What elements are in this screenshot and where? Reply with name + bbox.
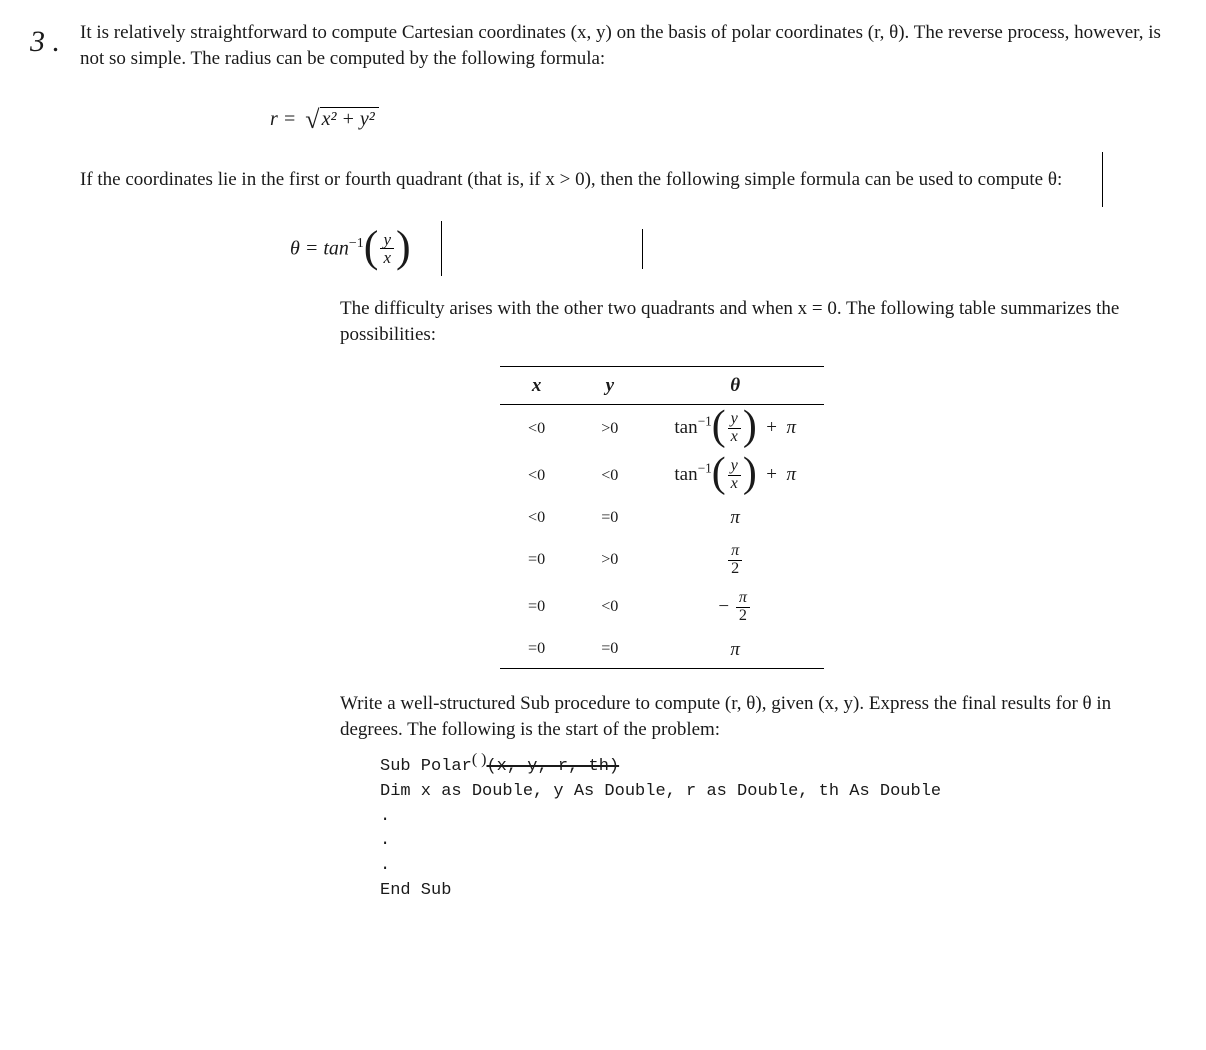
cell-x: <0 xyxy=(500,499,573,537)
big-paren: ( yx ) xyxy=(364,231,411,268)
table-row: =0<0− π2 xyxy=(500,584,824,631)
code-dot: . xyxy=(380,856,390,875)
paragraph-2: If the coordinates lie in the first or f… xyxy=(80,152,1166,207)
frac-num: y xyxy=(380,231,394,250)
code-dot: . xyxy=(380,831,390,850)
cell-theta: π2 xyxy=(646,537,824,584)
code-dot: . xyxy=(380,807,390,826)
cell-theta: tan−1(yx) + π xyxy=(646,405,824,452)
cell-y: =0 xyxy=(573,499,646,537)
col-x: x xyxy=(500,366,573,405)
table-row: <0>0tan−1(yx) + π xyxy=(500,405,824,452)
formula-theta: θ = tan−1 ( yx ) xyxy=(290,221,1166,276)
cell-theta: π xyxy=(646,631,824,669)
code-block: Sub Polar( )(x, y, r, th) Dim x as Doubl… xyxy=(380,754,1166,903)
cell-theta: tan−1(yx) + π xyxy=(646,452,824,499)
code-line-2: Dim x as Double, y As Double, r as Doubl… xyxy=(380,782,941,801)
paragraph-3: The difficulty arises with the other two… xyxy=(340,296,1166,347)
cell-y: >0 xyxy=(573,537,646,584)
frac-den: x xyxy=(380,249,394,267)
cell-x: <0 xyxy=(500,452,573,499)
code-line-1-strike: (x, y, r, th) xyxy=(486,757,619,776)
cell-y: >0 xyxy=(573,405,646,452)
table-row: =0=0π xyxy=(500,631,824,669)
cell-x: <0 xyxy=(500,405,573,452)
formula-r-radicand: x² + y² xyxy=(320,107,379,130)
col-y: y xyxy=(573,366,646,405)
cases-table: x y θ <0>0tan−1(yx) + π<0<0tan−1(yx) + π… xyxy=(500,366,824,670)
sqrt-icon: x² + y² xyxy=(301,99,379,134)
cell-y: <0 xyxy=(573,584,646,631)
formula-r-lhs: r = xyxy=(270,108,296,130)
code-end: End Sub xyxy=(380,881,451,900)
vertical-mark-icon xyxy=(1102,152,1103,207)
formula-r: r = x² + y² xyxy=(270,99,1166,134)
cell-x: =0 xyxy=(500,631,573,669)
col-theta: θ xyxy=(646,366,824,405)
paragraph-1: It is relatively straightforward to comp… xyxy=(80,20,1166,71)
code-line-1a: Sub Polar xyxy=(380,757,472,776)
table-row: <0=0π xyxy=(500,499,824,537)
paragraph-4: Write a well-structured Sub procedure to… xyxy=(340,691,1166,742)
cell-theta: − π2 xyxy=(646,584,824,631)
handwritten-paren-icon: ( ) xyxy=(472,751,487,768)
table-header-row: x y θ xyxy=(500,366,824,405)
vertical-mark-icon xyxy=(642,229,643,269)
table-row: =0>0π2 xyxy=(500,537,824,584)
cell-theta: π xyxy=(646,499,824,537)
paragraph-2-text: If the coordinates lie in the first or f… xyxy=(80,167,1062,193)
table-row: <0<0tan−1(yx) + π xyxy=(500,452,824,499)
formula-theta-sup: −1 xyxy=(349,236,364,251)
cell-y: <0 xyxy=(573,452,646,499)
vertical-mark-icon xyxy=(441,221,442,276)
cell-y: =0 xyxy=(573,631,646,669)
cell-x: =0 xyxy=(500,537,573,584)
question-number: 3 . xyxy=(30,20,80,81)
cell-x: =0 xyxy=(500,584,573,631)
formula-theta-lhs: θ = tan xyxy=(290,238,349,260)
